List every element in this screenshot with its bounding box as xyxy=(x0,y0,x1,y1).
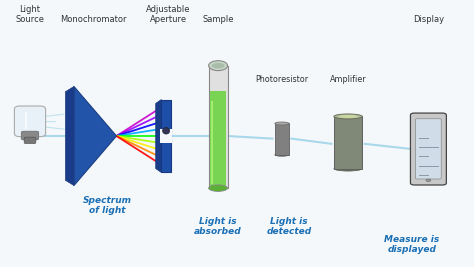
Bar xyxy=(210,91,226,186)
Ellipse shape xyxy=(338,115,358,118)
Polygon shape xyxy=(156,100,161,172)
Text: Amplifier: Amplifier xyxy=(330,75,366,84)
Bar xyxy=(334,116,362,168)
Text: Spectrum
of light: Spectrum of light xyxy=(82,196,131,215)
Ellipse shape xyxy=(334,114,362,119)
Ellipse shape xyxy=(209,185,228,191)
FancyBboxPatch shape xyxy=(410,113,447,185)
Ellipse shape xyxy=(334,166,362,171)
Ellipse shape xyxy=(275,153,289,156)
Text: Photoresistor: Photoresistor xyxy=(255,75,309,84)
Ellipse shape xyxy=(211,63,225,69)
Text: Light is
absorbed: Light is absorbed xyxy=(194,217,242,236)
Bar xyxy=(275,124,289,155)
Text: Adjustable
Aperture: Adjustable Aperture xyxy=(146,5,191,24)
Ellipse shape xyxy=(163,128,170,134)
Bar xyxy=(209,66,228,188)
Text: Measure is
displayed: Measure is displayed xyxy=(384,235,439,254)
Polygon shape xyxy=(65,87,74,186)
Text: Light is
detected: Light is detected xyxy=(266,217,311,236)
Polygon shape xyxy=(74,87,117,186)
FancyBboxPatch shape xyxy=(14,106,46,137)
Text: Display: Display xyxy=(413,15,444,24)
FancyBboxPatch shape xyxy=(416,119,441,179)
Ellipse shape xyxy=(209,61,228,70)
FancyBboxPatch shape xyxy=(24,137,36,143)
Bar xyxy=(161,100,171,172)
FancyBboxPatch shape xyxy=(21,131,39,140)
Bar xyxy=(160,129,172,143)
Text: Sample: Sample xyxy=(202,15,234,24)
Text: Monochromator: Monochromator xyxy=(60,15,127,24)
Ellipse shape xyxy=(426,179,431,182)
Ellipse shape xyxy=(275,122,289,125)
Text: Light
Source: Light Source xyxy=(16,5,45,24)
